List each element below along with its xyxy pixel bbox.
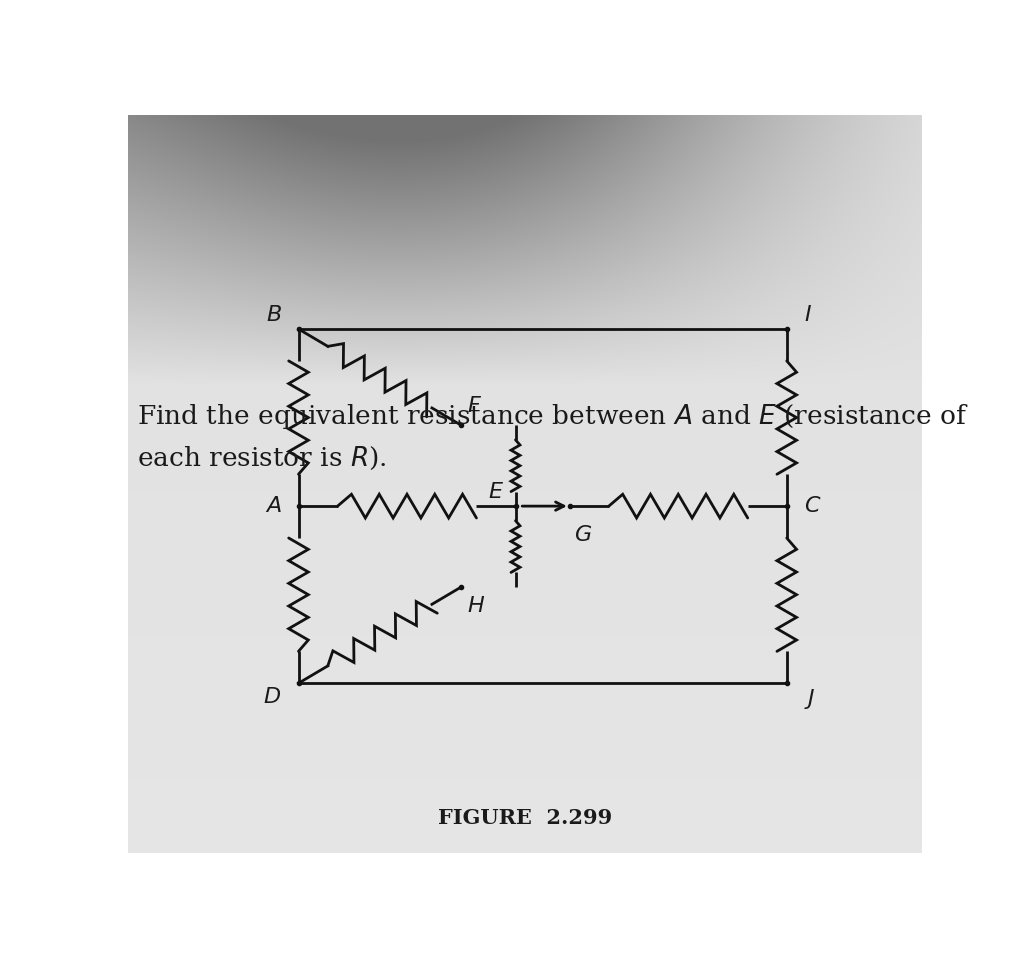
Text: $C$: $C$ <box>804 496 821 516</box>
Text: $G$: $G$ <box>573 525 592 545</box>
Text: FIGURE  2.299: FIGURE 2.299 <box>437 808 612 828</box>
Text: $H$: $H$ <box>467 596 485 616</box>
Text: $E$: $E$ <box>487 482 504 502</box>
Text: $F$: $F$ <box>467 396 482 416</box>
Text: $D$: $D$ <box>263 687 282 707</box>
Text: $A$: $A$ <box>264 496 282 516</box>
Text: $B$: $B$ <box>265 306 282 325</box>
Text: each resistor is $R$).: each resistor is $R$). <box>137 445 387 471</box>
Text: $J$: $J$ <box>804 687 815 711</box>
Text: Find the equivalent resistance between $A$ and $E$ (resistance of: Find the equivalent resistance between $… <box>137 402 970 431</box>
Text: $I$: $I$ <box>804 306 812 325</box>
